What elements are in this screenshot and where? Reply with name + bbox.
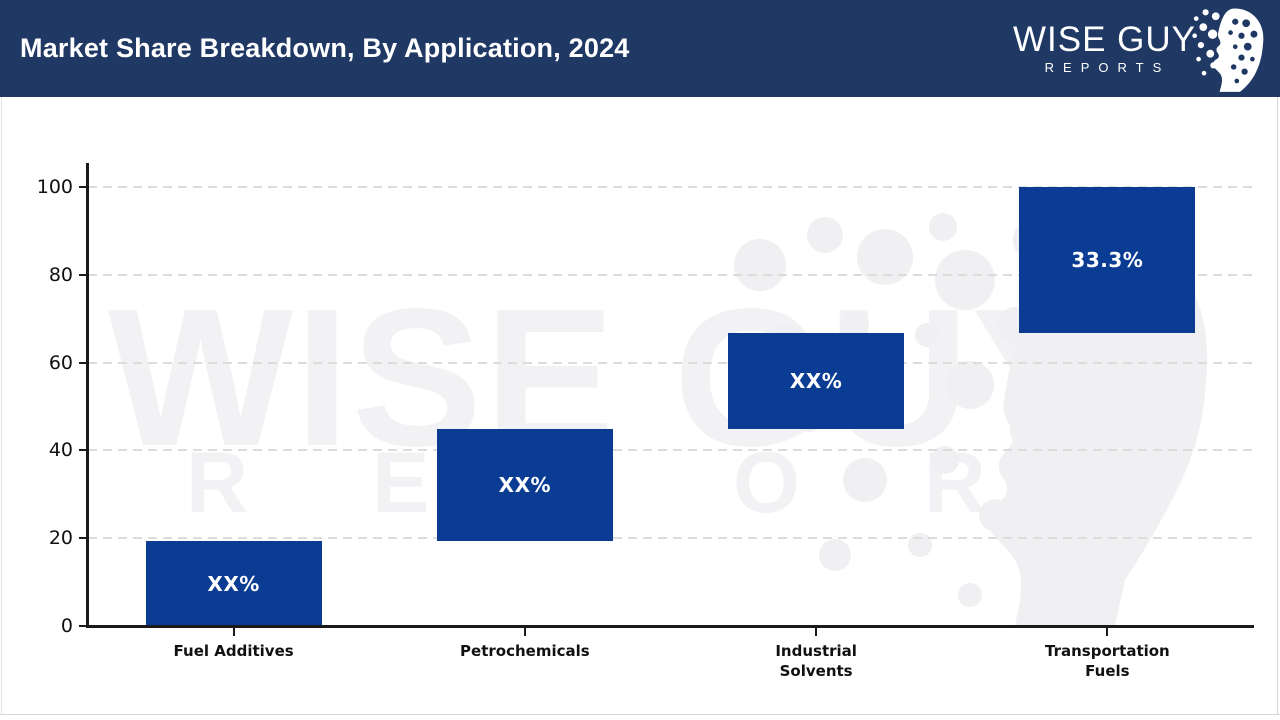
y-tick-mark [79,361,87,364]
bar-value-label: 33.3% [1071,248,1144,273]
gridline [88,449,1253,452]
y-tick-mark [79,186,87,188]
bar-value-label: XX% [498,473,552,498]
page-border-bottom [0,714,1280,715]
page-border-right [1277,97,1278,715]
x-tick-mark [523,628,526,636]
logo-head-icon [1192,7,1264,92]
x-tick-label: Fuel Additives [173,642,294,660]
x-tick-label: Industrial Solvents [775,642,857,681]
y-tick-label: 0 [60,615,73,637]
x-axis-line [86,625,1254,628]
bar-value-label: XX% [207,571,260,596]
bar-fuel-additives: XX% [145,541,322,626]
y-tick-label: 60 [48,351,73,374]
header-bar: Market Share Breakdown, By Application, … [0,0,1280,97]
brand-logo: WISE GUY REPORTS [1013,6,1268,92]
gridline [88,361,1253,364]
logo-wordmark: WISE GUY [1012,20,1196,59]
bar-industrial-solvents: XX% [728,333,905,429]
bar-transportation-fuels: 33.3% [1019,187,1196,334]
bar-value-label: XX% [789,369,843,394]
page-border-left [1,97,2,715]
x-tick-mark [815,628,818,636]
bar-petrochemicals: XX% [436,428,613,542]
x-tick-label: Petrochemicals [460,642,590,660]
gridline [88,537,1253,540]
y-tick-mark [79,625,87,627]
logo-text: WISE GUY REPORTS [1013,22,1196,75]
y-tick-label: 40 [48,439,73,462]
y-tick-mark [79,273,87,276]
x-tick-mark [232,628,235,636]
gridline [88,186,1253,188]
gridline [88,273,1253,276]
y-tick-label: 100 [36,176,73,198]
y-tick-label: 20 [48,527,73,550]
x-tick-label: Transportation Fuels [1045,642,1170,681]
y-tick-label: 80 [48,263,73,286]
y-axis-line [86,163,89,627]
y-tick-mark [79,449,87,452]
logo-subtext: REPORTS [1044,60,1171,75]
x-tick-mark [1106,628,1109,636]
page-title: Market Share Breakdown, By Application, … [20,33,630,63]
y-tick-mark [79,537,87,540]
